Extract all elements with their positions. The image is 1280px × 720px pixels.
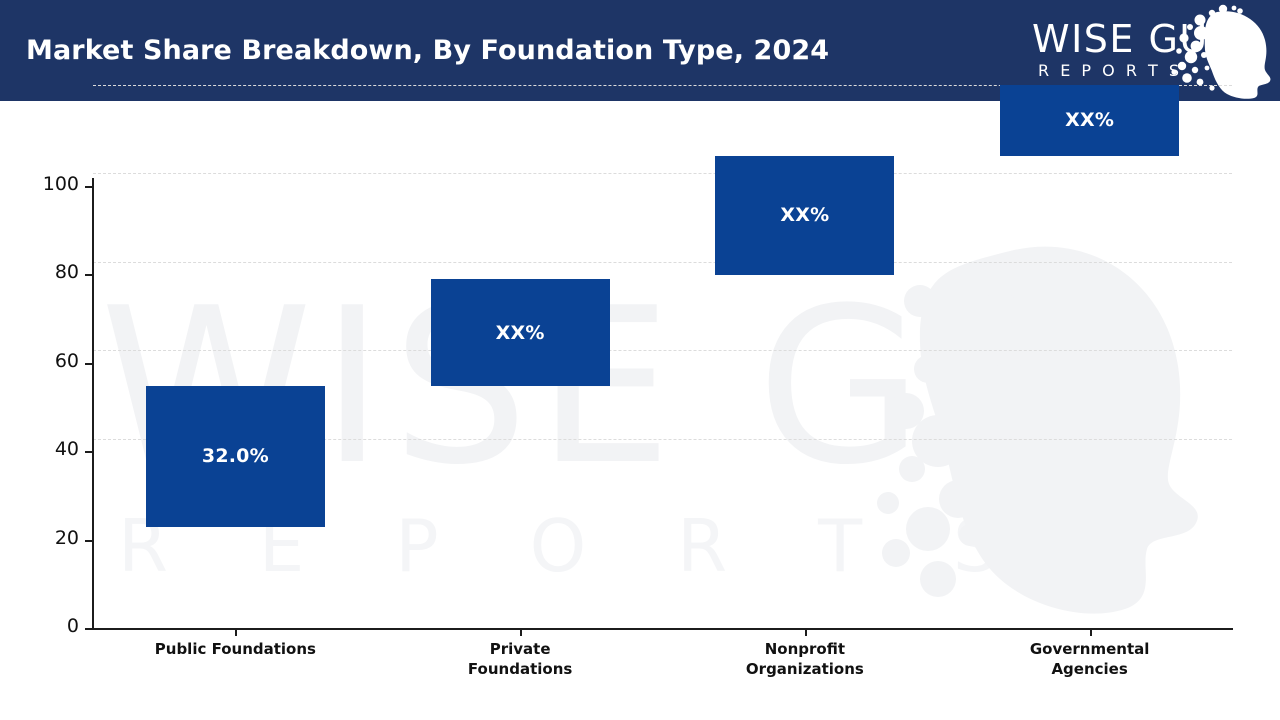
x-tick-mark [804, 628, 807, 636]
plot-region: 32.0% XX% XX% XX% [93, 85, 1232, 527]
header-bar: Market Share Breakdown, By Foundation Ty… [0, 0, 1280, 101]
gridline [93, 173, 1232, 175]
y-tick-label: 40 [54, 438, 79, 461]
y-tick-mark [85, 451, 93, 454]
y-tick-label: 0 [66, 615, 79, 637]
gridline [93, 350, 1232, 352]
bar-2[interactable]: XX% [430, 279, 610, 386]
y-tick-label: 20 [54, 526, 79, 549]
bar-1[interactable]: 32.0% [145, 385, 325, 527]
x-tick-label: Nonprofit Organizations [745, 640, 864, 678]
bar-4[interactable]: XX% [1000, 85, 1180, 156]
head-profile-icon [1171, 4, 1271, 99]
x-tick-mark [235, 628, 238, 636]
x-tick-mark [520, 628, 523, 636]
y-tick-label: 60 [54, 349, 79, 372]
bar-3[interactable]: XX% [715, 155, 895, 276]
bar-value-label: 32.0% [201, 445, 269, 468]
y-tick-label: 100 [42, 173, 79, 195]
x-tick-mark [1089, 628, 1092, 636]
logo-graphic: WISE GUY R E P O R T S [1032, 4, 1271, 99]
logo-wordmark-secondary: R E P O R T S [1038, 61, 1182, 80]
x-tick-label: Public Foundations [154, 640, 316, 658]
y-tick-label: 80 [54, 261, 79, 284]
gridline [93, 438, 1232, 440]
x-axis [92, 628, 1233, 630]
y-tick-mark [85, 628, 93, 630]
y-axis [92, 178, 94, 629]
gridline [93, 85, 1232, 86]
x-tick-label: Private Foundations [467, 640, 573, 678]
y-tick-mark [85, 186, 93, 188]
y-tick-mark [85, 274, 93, 277]
bar-value-label: XX% [495, 321, 545, 344]
y-tick-mark [85, 362, 93, 365]
wise-guy-reports-logo: WISE GUY R E P O R T S [1024, 0, 1276, 101]
gridline [93, 261, 1232, 263]
page-title: Market Share Breakdown, By Foundation Ty… [26, 34, 830, 66]
bar-value-label: XX% [1065, 109, 1115, 132]
bar-value-label: XX% [780, 204, 830, 227]
y-tick-mark [85, 539, 93, 542]
x-tick-label: Governmental Agencies [1029, 640, 1150, 678]
